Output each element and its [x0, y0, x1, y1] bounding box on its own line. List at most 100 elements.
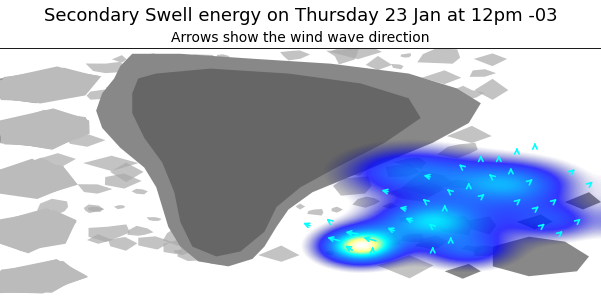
Polygon shape	[210, 254, 239, 266]
Polygon shape	[132, 69, 421, 256]
Polygon shape	[114, 205, 126, 209]
Polygon shape	[349, 148, 365, 157]
Polygon shape	[433, 216, 474, 235]
Polygon shape	[330, 40, 382, 59]
Polygon shape	[0, 259, 88, 293]
Polygon shape	[460, 270, 472, 275]
Polygon shape	[203, 205, 234, 224]
Polygon shape	[127, 122, 156, 137]
Polygon shape	[296, 204, 305, 210]
Polygon shape	[4, 71, 99, 102]
Polygon shape	[0, 209, 77, 251]
Polygon shape	[0, 261, 84, 291]
Polygon shape	[397, 82, 415, 89]
Polygon shape	[263, 217, 277, 222]
Polygon shape	[466, 217, 496, 235]
Polygon shape	[1, 68, 99, 102]
Polygon shape	[416, 115, 450, 126]
Polygon shape	[347, 160, 361, 166]
Polygon shape	[400, 234, 424, 242]
Polygon shape	[135, 53, 165, 65]
Polygon shape	[391, 64, 404, 69]
Polygon shape	[445, 180, 473, 188]
Polygon shape	[236, 121, 270, 135]
Polygon shape	[239, 220, 275, 232]
Polygon shape	[258, 246, 299, 262]
Polygon shape	[0, 263, 87, 291]
Polygon shape	[37, 199, 68, 217]
Polygon shape	[493, 237, 589, 276]
Polygon shape	[428, 102, 442, 108]
Polygon shape	[469, 69, 496, 77]
Polygon shape	[78, 184, 112, 194]
Polygon shape	[0, 209, 68, 251]
Polygon shape	[474, 79, 508, 100]
Polygon shape	[173, 250, 182, 253]
Polygon shape	[438, 214, 456, 220]
Polygon shape	[386, 123, 434, 139]
Polygon shape	[186, 58, 214, 66]
Polygon shape	[445, 264, 481, 279]
Polygon shape	[385, 129, 426, 141]
Polygon shape	[147, 217, 162, 221]
Polygon shape	[415, 235, 447, 249]
Polygon shape	[88, 224, 130, 242]
Polygon shape	[1, 110, 90, 147]
Polygon shape	[450, 86, 484, 100]
Polygon shape	[474, 246, 499, 256]
Polygon shape	[120, 142, 144, 152]
Polygon shape	[0, 69, 96, 103]
Polygon shape	[4, 110, 86, 146]
Polygon shape	[0, 110, 87, 147]
Polygon shape	[399, 216, 409, 223]
Polygon shape	[213, 242, 243, 258]
Polygon shape	[0, 212, 70, 250]
Polygon shape	[386, 101, 419, 120]
Polygon shape	[132, 189, 148, 194]
Polygon shape	[110, 163, 144, 182]
Polygon shape	[0, 162, 70, 197]
Polygon shape	[242, 83, 272, 94]
Polygon shape	[264, 170, 287, 178]
Polygon shape	[38, 153, 76, 169]
Polygon shape	[0, 160, 72, 197]
Polygon shape	[85, 62, 127, 73]
Polygon shape	[291, 83, 311, 92]
Polygon shape	[326, 157, 370, 176]
Polygon shape	[346, 130, 375, 142]
Polygon shape	[226, 186, 244, 194]
Polygon shape	[88, 207, 103, 212]
Polygon shape	[177, 244, 221, 261]
Polygon shape	[163, 226, 195, 246]
Polygon shape	[321, 144, 358, 161]
Polygon shape	[172, 70, 200, 84]
Polygon shape	[0, 111, 84, 148]
Polygon shape	[337, 110, 365, 122]
Polygon shape	[0, 160, 68, 199]
Polygon shape	[221, 142, 241, 152]
Polygon shape	[461, 245, 482, 253]
Polygon shape	[87, 234, 113, 244]
Polygon shape	[217, 88, 250, 102]
Polygon shape	[32, 69, 69, 80]
Polygon shape	[0, 210, 72, 252]
Polygon shape	[31, 174, 67, 186]
Polygon shape	[238, 146, 257, 154]
Polygon shape	[112, 55, 127, 63]
Polygon shape	[205, 104, 231, 113]
Polygon shape	[406, 182, 445, 197]
Polygon shape	[447, 126, 492, 143]
Polygon shape	[241, 173, 258, 185]
Polygon shape	[105, 173, 142, 189]
Polygon shape	[217, 54, 230, 59]
Polygon shape	[2, 157, 77, 197]
Polygon shape	[138, 236, 171, 250]
Polygon shape	[286, 149, 311, 162]
Polygon shape	[325, 250, 335, 256]
Polygon shape	[225, 157, 261, 169]
Text: Arrows show the wind wave direction: Arrows show the wind wave direction	[171, 31, 430, 45]
Polygon shape	[474, 53, 507, 66]
Polygon shape	[0, 208, 69, 253]
Polygon shape	[386, 146, 408, 153]
Polygon shape	[217, 132, 269, 149]
